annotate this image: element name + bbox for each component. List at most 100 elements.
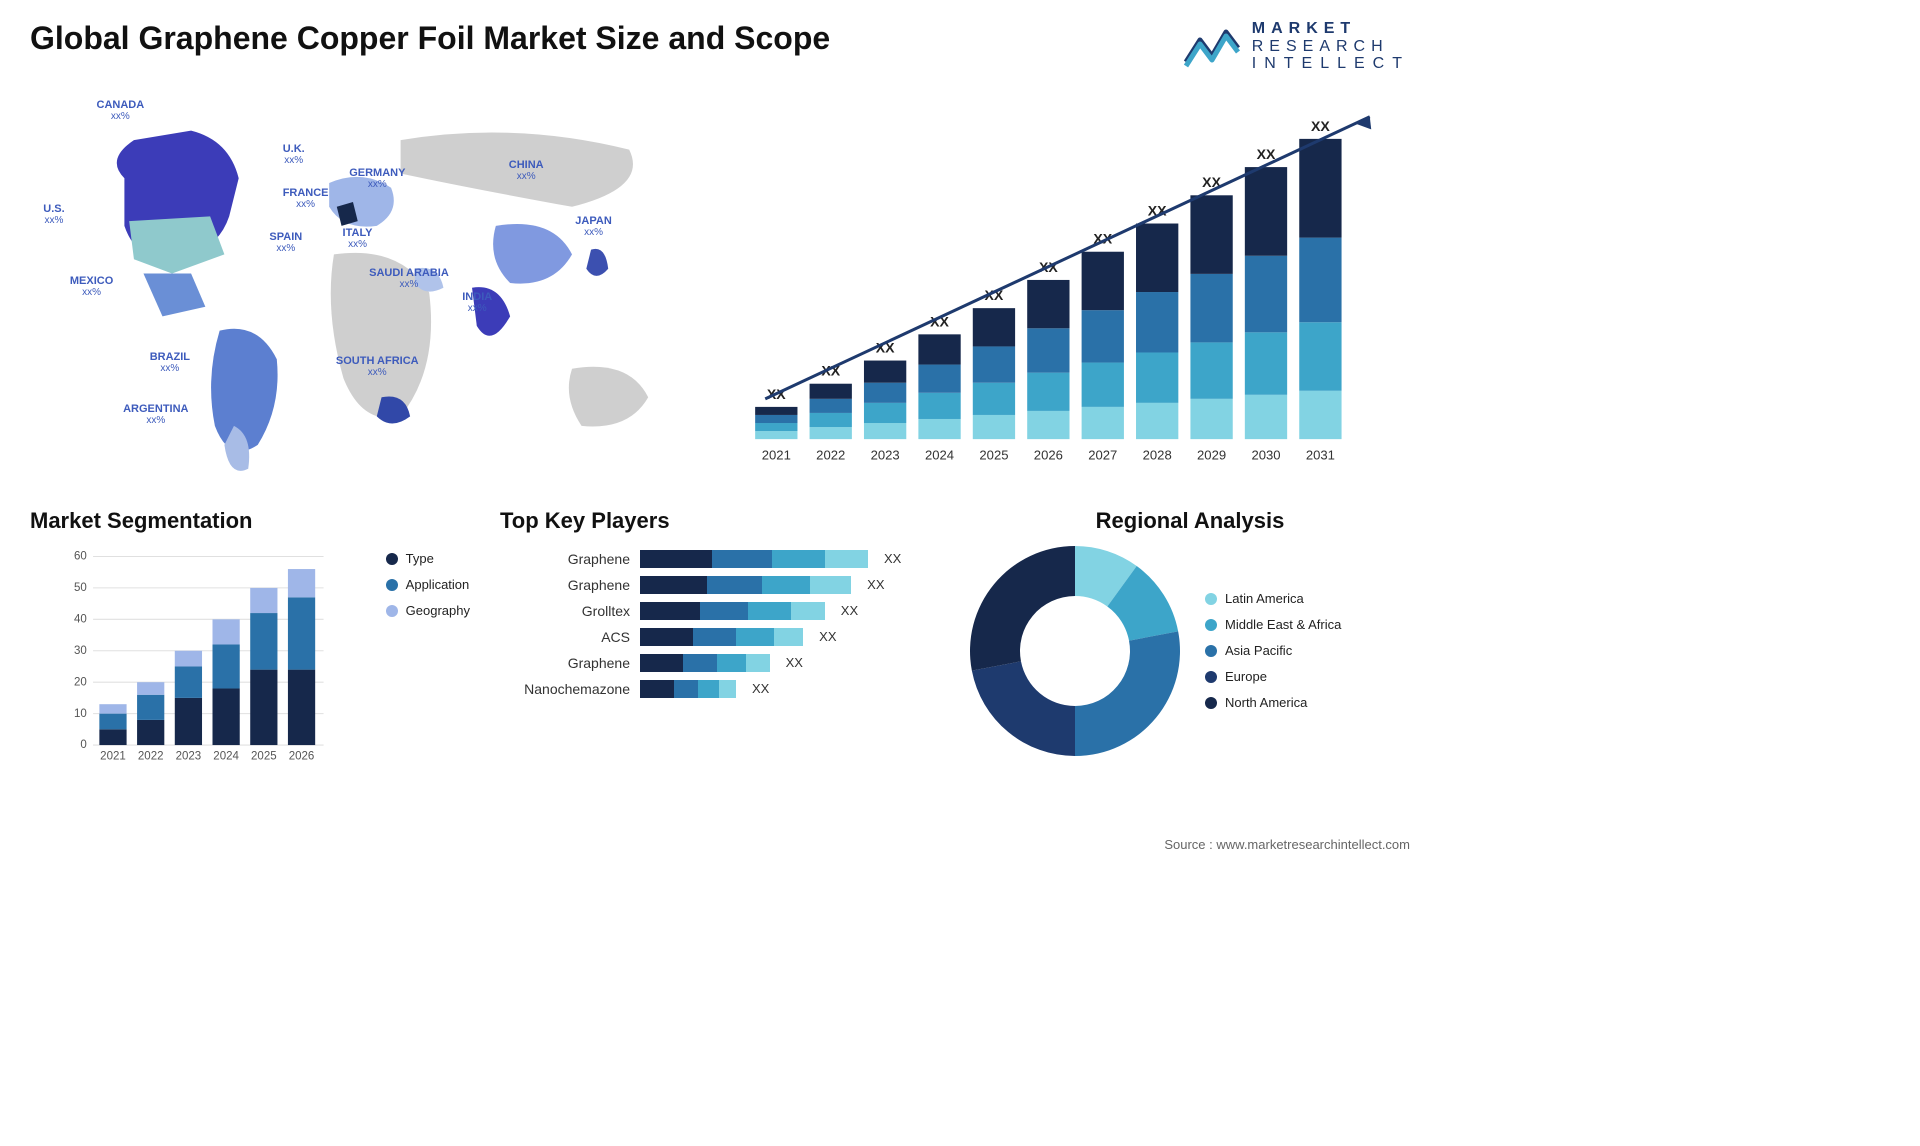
seg-bar-seg (175, 698, 202, 745)
growth-bar-seg (1190, 195, 1232, 274)
growth-bar-seg (755, 407, 797, 415)
map-label-india: INDIAxx% (462, 291, 492, 314)
player-bar-seg (640, 680, 674, 698)
growth-value-label: XX (1257, 146, 1276, 162)
player-bar-seg (825, 550, 868, 568)
growth-bar-seg (1027, 280, 1069, 328)
legend-dot-icon (1205, 645, 1217, 657)
legend-dot-icon (1205, 697, 1217, 709)
growth-chart-panel: XX2021XX2022XX2023XX2024XX2025XX2026XX20… (725, 83, 1410, 483)
map-region-usa (129, 216, 224, 273)
growth-bar-seg (1245, 395, 1287, 439)
regional-legend-item: North America (1205, 690, 1341, 716)
growth-bar-seg (1136, 352, 1178, 402)
growth-bar-seg (864, 423, 906, 439)
player-value: XX (819, 629, 836, 644)
growth-bar-seg (864, 403, 906, 423)
growth-bar-seg (1190, 399, 1232, 439)
player-bar (640, 550, 868, 568)
player-bar-seg (774, 628, 803, 646)
seg-bar-seg (137, 695, 164, 720)
player-bar-seg (707, 576, 762, 594)
player-bar-seg (791, 602, 825, 620)
growth-year-label: 2029 (1197, 447, 1226, 462)
seg-bar-seg (288, 597, 315, 669)
world-map-panel: CANADAxx%U.S.xx%MEXICOxx%BRAZILxx%ARGENT… (30, 83, 695, 483)
regional-legend-item: Latin America (1205, 586, 1341, 612)
seg-ytick: 50 (74, 582, 87, 594)
seg-ytick: 10 (74, 708, 87, 720)
map-region-mexico (143, 273, 205, 316)
seg-bar-seg (99, 704, 126, 713)
player-label: Grolltex (500, 603, 630, 619)
regional-legend-item: Europe (1205, 664, 1341, 690)
legend-dot-icon (386, 605, 398, 617)
player-bar-seg (762, 576, 810, 594)
player-label: Graphene (500, 551, 630, 567)
seg-bar-seg (213, 644, 240, 688)
player-bar-seg (693, 628, 736, 646)
growth-bar-seg (1136, 292, 1178, 352)
donut-slice (972, 661, 1075, 756)
player-bar-seg (719, 680, 736, 698)
growth-bar-seg (810, 384, 852, 399)
seg-bar-seg (288, 669, 315, 744)
player-bar-seg (640, 550, 712, 568)
seg-ytick: 30 (74, 645, 87, 657)
seg-bar-seg (250, 588, 277, 613)
growth-bar-seg (918, 419, 960, 439)
legend-dot-icon (1205, 671, 1217, 683)
player-bar-seg (640, 628, 693, 646)
regional-legend: Latin AmericaMiddle East & AfricaAsia Pa… (1205, 586, 1341, 716)
map-label-brazil: BRAZILxx% (150, 351, 190, 374)
seg-year-label: 2022 (138, 750, 164, 762)
growth-bar-seg (1082, 362, 1124, 406)
growth-year-label: 2027 (1088, 447, 1117, 462)
map-label-mexico: MEXICOxx% (70, 275, 113, 298)
player-bar-seg (810, 576, 851, 594)
seg-ytick: 40 (74, 613, 87, 625)
regional-panel: Regional Analysis Latin AmericaMiddle Ea… (970, 508, 1410, 788)
growth-bar-seg (918, 393, 960, 419)
growth-bar-seg (755, 423, 797, 431)
players-list: GrapheneXXGrapheneXXGrolltexXXACSXXGraph… (500, 546, 940, 698)
player-value: XX (786, 655, 803, 670)
growth-bar-seg (755, 415, 797, 423)
seg-bar-seg (175, 666, 202, 697)
growth-year-label: 2023 (871, 447, 900, 462)
bottom-row: Market Segmentation 0102030405060 202120… (30, 508, 1410, 788)
growth-year-label: 2025 (979, 447, 1008, 462)
player-bar-seg (698, 680, 720, 698)
player-value: XX (752, 681, 769, 696)
growth-bar-seg (973, 346, 1015, 382)
map-region-australia (569, 367, 648, 427)
seg-bar-seg (288, 569, 315, 597)
player-row: ACSXX (500, 628, 940, 646)
map-region-south-america (211, 328, 278, 451)
regional-legend-item: Middle East & Africa (1205, 612, 1341, 638)
growth-bar-seg (1027, 411, 1069, 439)
growth-bar-seg (1245, 167, 1287, 256)
regional-donut-chart (970, 546, 1180, 756)
seg-year-label: 2025 (251, 750, 277, 762)
map-label-canada: CANADAxx% (97, 99, 145, 122)
growth-bar-seg (1136, 223, 1178, 292)
map-label-southafrica: SOUTH AFRICAxx% (336, 355, 419, 378)
map-label-spain: SPAINxx% (269, 231, 302, 254)
source-attribution: Source : www.marketresearchintellect.com (1164, 837, 1410, 852)
player-bar-seg (736, 628, 774, 646)
growth-bar-seg (1245, 256, 1287, 333)
map-label-italy: ITALYxx% (343, 227, 373, 250)
map-label-japan: JAPANxx% (575, 215, 611, 238)
growth-bar-seg (973, 308, 1015, 346)
growth-bar-seg (1027, 328, 1069, 372)
player-row: GrapheneXX (500, 654, 940, 672)
growth-bar-seg (1299, 237, 1341, 322)
player-bar-seg (640, 602, 700, 620)
seg-legend-item: Geography (386, 598, 470, 624)
seg-year-label: 2023 (176, 750, 202, 762)
segmentation-panel: Market Segmentation 0102030405060 202120… (30, 508, 470, 788)
regional-legend-item: Asia Pacific (1205, 638, 1341, 664)
seg-legend-item: Type (386, 546, 470, 572)
legend-dot-icon (386, 553, 398, 565)
